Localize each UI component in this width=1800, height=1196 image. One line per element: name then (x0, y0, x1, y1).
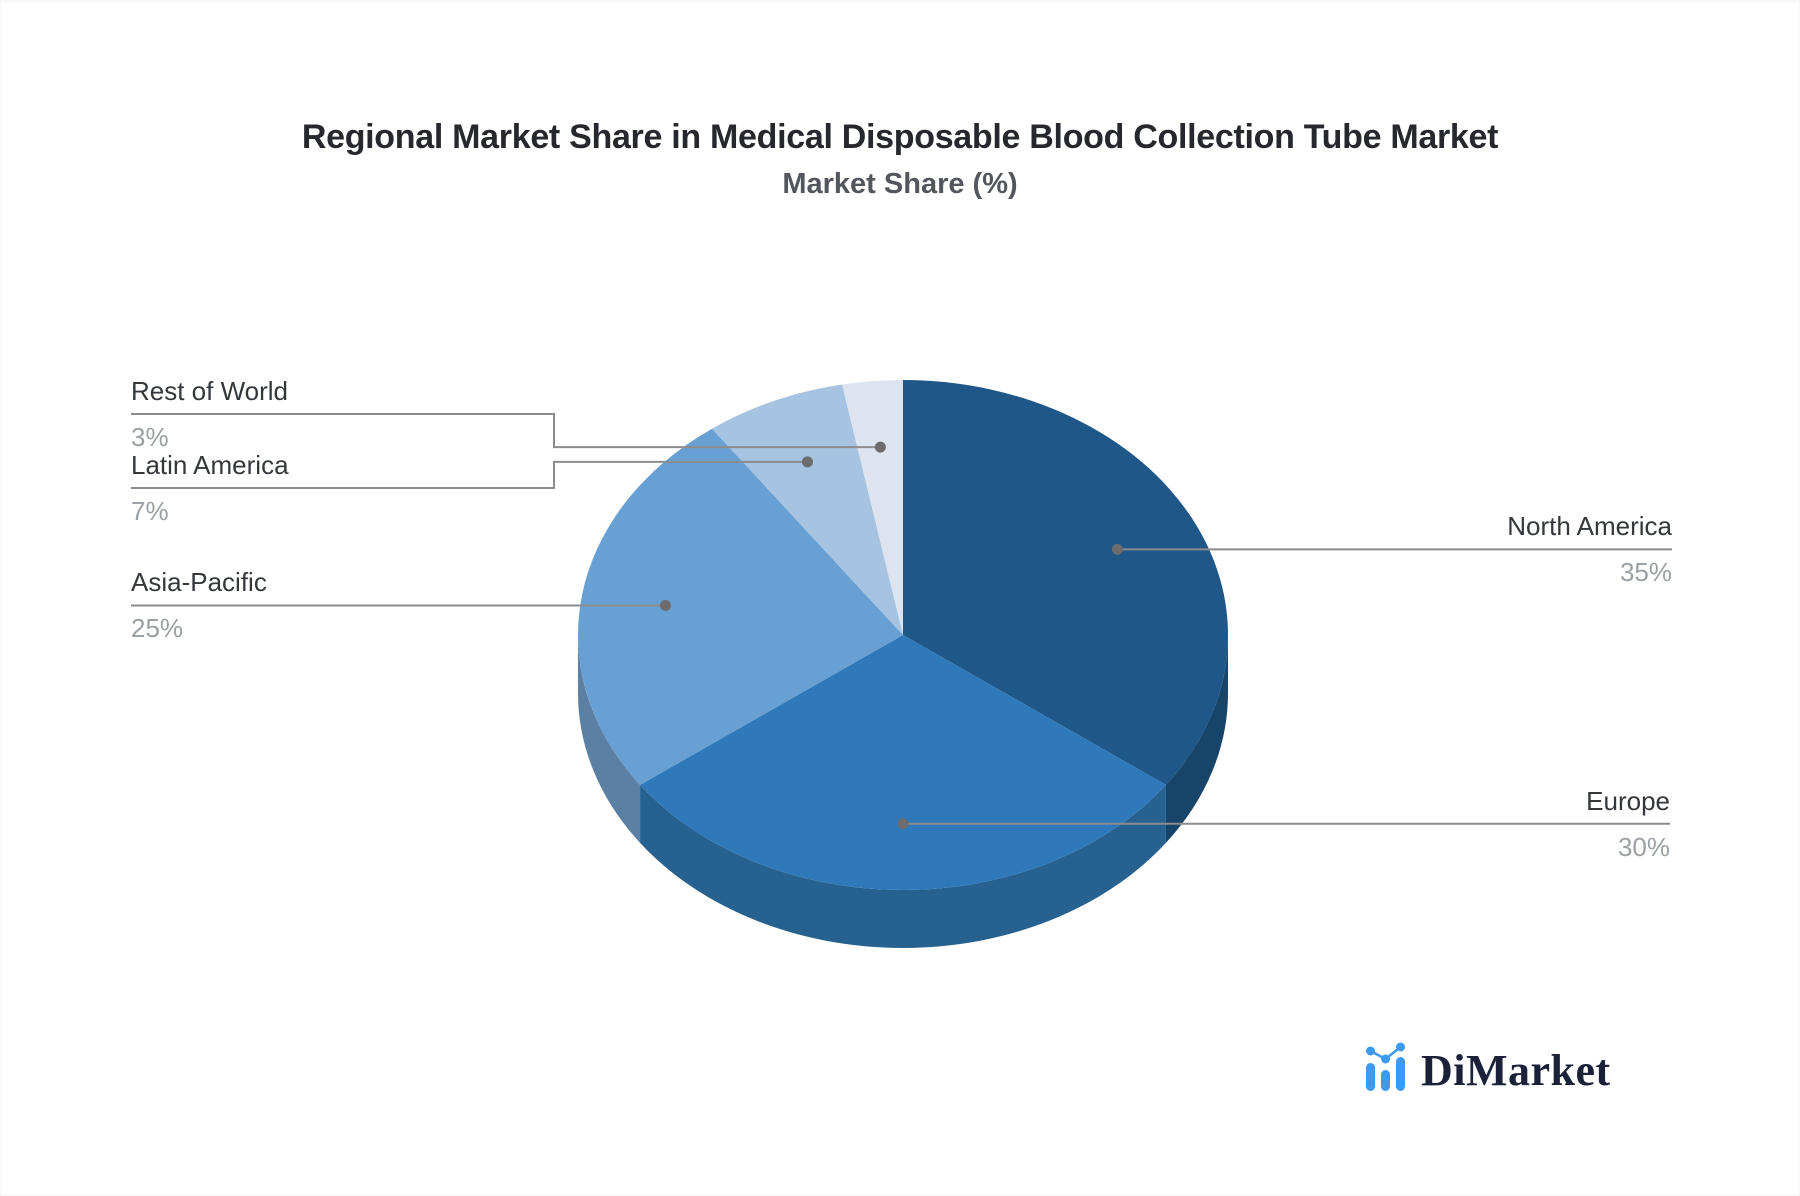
callout-label-europe: Europe (1586, 785, 1670, 816)
callout-label-north-america: North America (1507, 511, 1672, 542)
pie-slice-north-america (903, 380, 1228, 785)
callout-value-asia-pacific: 25% (131, 613, 184, 644)
logo-bar-line-chart-icon (1366, 1042, 1405, 1091)
callout-latin-america: Latin America 7% (131, 450, 289, 526)
leader-dot-asia-pacific (659, 599, 671, 611)
pie-slice-asia-pacific (577, 428, 903, 785)
callout-asia-pacific: Asia-Pacific 25% (131, 567, 267, 643)
chart-title: Regional Market Share in Medical Disposa… (301, 118, 1499, 156)
dimarket-logo: DiMarket (1366, 1041, 1611, 1095)
pie-slice-europe (640, 635, 1166, 890)
callout-value-latin-america: 7% (131, 496, 169, 526)
callout-europe: Europe 30% (1586, 786, 1670, 862)
callout-value-north-america: 35% (1619, 557, 1672, 588)
leader-dot-rest-of-world (874, 441, 886, 453)
callout-value-europe: 30% (1617, 831, 1670, 862)
pie-slice-side-europe (640, 784, 1166, 948)
callout-rest-of-world: Rest of World 3% (131, 376, 288, 452)
callout-value-rest-of-world: 3% (131, 422, 169, 452)
pie-slice-side-north-america (1165, 635, 1228, 843)
chart-subtitle: Market Share (%) (782, 168, 1018, 200)
callout-label-asia-pacific: Asia-Pacific (131, 567, 267, 598)
leader-dot-north-america (1111, 543, 1123, 555)
callout-north-america: North America 35% (1507, 511, 1672, 587)
callout-label-rest-of-world: Rest of World (131, 376, 289, 406)
leader-dot-latin-america (801, 456, 813, 468)
leader-dot-europe (897, 818, 909, 830)
leader-line-latin-america (131, 460, 808, 489)
pie-slice-side-asia-pacific (578, 635, 641, 843)
callout-label-latin-america: Latin America (131, 450, 289, 480)
pie-slice-rest-of-world (842, 380, 903, 635)
logo-text: DiMarket (1421, 1045, 1611, 1095)
leader-line-rest-of-world (131, 413, 881, 449)
